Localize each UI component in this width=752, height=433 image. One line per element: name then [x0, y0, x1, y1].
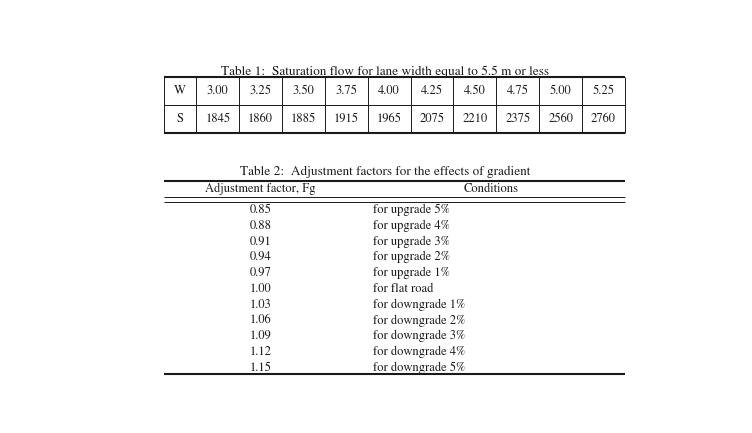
Text: W: W — [174, 85, 186, 97]
Text: 0.91: 0.91 — [250, 236, 271, 247]
Text: 0.94: 0.94 — [250, 252, 271, 263]
Text: 2210: 2210 — [462, 113, 487, 125]
Text: 4.25: 4.25 — [421, 85, 443, 97]
Text: 1.09: 1.09 — [250, 330, 271, 342]
Text: 1845: 1845 — [205, 113, 230, 125]
Text: for downgrade 4%: for downgrade 4% — [373, 346, 465, 358]
Text: for upgrade 5%: for upgrade 5% — [373, 204, 450, 216]
Text: 1.03: 1.03 — [250, 299, 271, 310]
Text: Table 2:  Adjustment factors for the effects of gradient: Table 2: Adjustment factors for the effe… — [240, 166, 531, 178]
Text: 4.00: 4.00 — [378, 85, 400, 97]
Text: 2760: 2760 — [591, 113, 616, 125]
Text: 2560: 2560 — [548, 113, 573, 125]
Text: 3.50: 3.50 — [293, 85, 314, 97]
Text: 1.06: 1.06 — [250, 315, 271, 326]
Text: 1915: 1915 — [334, 113, 359, 125]
Text: 1885: 1885 — [291, 113, 316, 125]
Text: 3.75: 3.75 — [335, 85, 357, 97]
Text: 2075: 2075 — [420, 113, 444, 125]
Text: for downgrade 2%: for downgrade 2% — [373, 314, 465, 326]
Text: 3.00: 3.00 — [207, 85, 229, 97]
Text: 1.00: 1.00 — [250, 283, 271, 295]
Text: 4.50: 4.50 — [464, 85, 486, 97]
Text: 1.15: 1.15 — [250, 362, 271, 374]
Text: 1.12: 1.12 — [250, 346, 271, 358]
Text: for flat road: for flat road — [373, 283, 433, 295]
Text: 5.25: 5.25 — [593, 85, 614, 97]
Text: for downgrade 1%: for downgrade 1% — [373, 299, 465, 311]
Text: 0.88: 0.88 — [250, 220, 271, 232]
Text: Adjustment factor, Fg: Adjustment factor, Fg — [205, 183, 316, 195]
Text: S: S — [177, 113, 183, 125]
Text: Table 1:  Saturation flow for lane width equal to 5.5 m or less: Table 1: Saturation flow for lane width … — [221, 66, 550, 78]
Text: 5.00: 5.00 — [550, 85, 572, 97]
Text: 1965: 1965 — [377, 113, 402, 125]
Text: 2375: 2375 — [505, 113, 530, 125]
Text: for upgrade 2%: for upgrade 2% — [373, 251, 450, 264]
Text: 0.85: 0.85 — [250, 204, 271, 216]
Text: for downgrade 3%: for downgrade 3% — [373, 330, 465, 343]
Text: Conditions: Conditions — [464, 183, 519, 195]
Text: 1860: 1860 — [248, 113, 273, 125]
Text: 0.97: 0.97 — [250, 267, 271, 279]
Text: for downgrade 5%: for downgrade 5% — [373, 362, 465, 374]
Text: for upgrade 4%: for upgrade 4% — [373, 220, 450, 232]
Text: 4.75: 4.75 — [507, 85, 529, 97]
Text: 3.25: 3.25 — [250, 85, 271, 97]
Text: for upgrade 1%: for upgrade 1% — [373, 267, 450, 279]
Text: for upgrade 3%: for upgrade 3% — [373, 236, 450, 248]
